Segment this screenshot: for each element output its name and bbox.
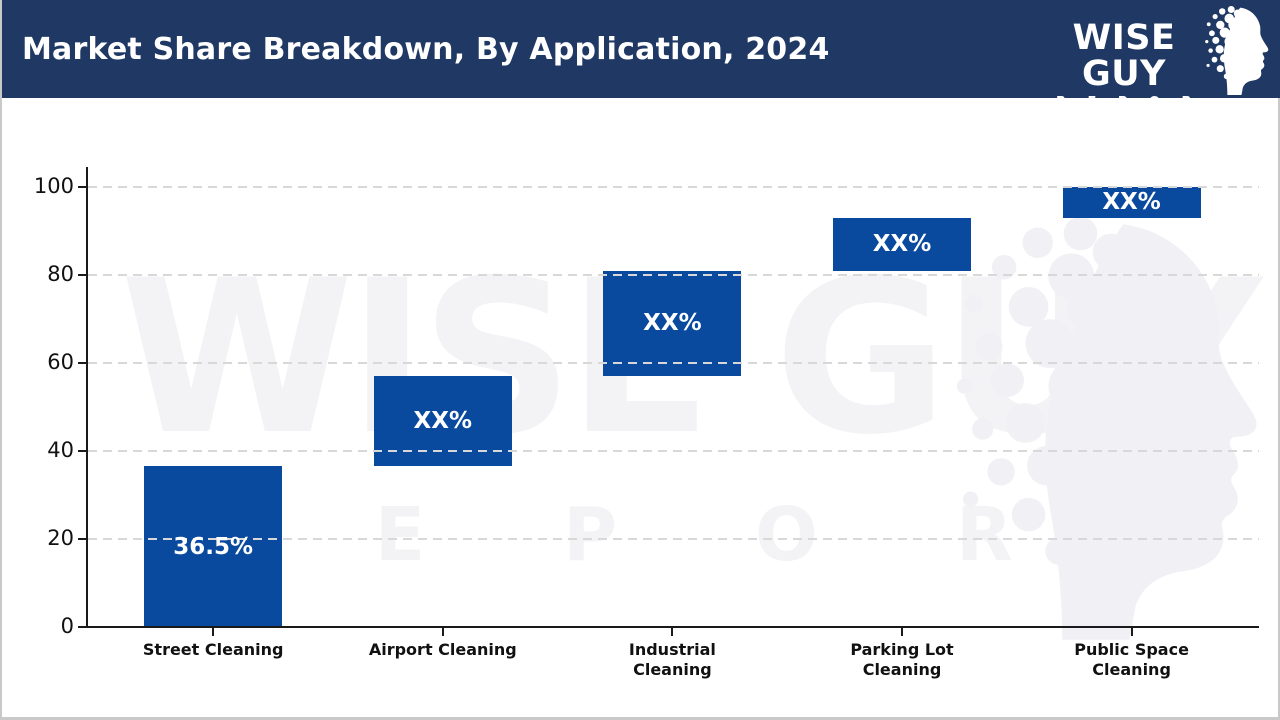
x-category-label: Public Space Cleaning: [1074, 640, 1189, 679]
bar-segment: [833, 217, 971, 271]
x-tick: [212, 628, 215, 636]
y-tick-80: [78, 274, 86, 276]
y-tick-label: 40: [47, 438, 74, 462]
x-tick: [671, 628, 674, 636]
y-tick-label: 20: [47, 526, 74, 550]
y-tick-20: [78, 538, 86, 540]
y-tick-100: [78, 186, 86, 188]
y-tick-label: 0: [60, 614, 74, 638]
y-tick-label: 80: [47, 262, 74, 286]
x-category-label: Parking Lot Cleaning: [850, 640, 954, 679]
bar-value-label: XX%: [872, 231, 932, 258]
gridline-100: [88, 186, 1259, 188]
gridline-40: [88, 450, 1259, 452]
bar-value-label: XX%: [413, 408, 473, 435]
bar-value-label: XX%: [643, 310, 702, 337]
gridline-60: [88, 362, 1259, 364]
header-bar: Market Share Breakdown, By Application, …: [2, 0, 1280, 125]
x-tick: [901, 628, 903, 636]
y-tick-40: [78, 450, 86, 452]
y-tick-label: 100: [33, 174, 74, 198]
x-tick: [441, 628, 444, 636]
bar-segment: [144, 466, 283, 627]
logo-line1: WISE GUY: [1072, 18, 1176, 94]
x-tick: [1130, 628, 1133, 636]
gridline-80: [88, 274, 1259, 276]
bar-segment: [1062, 187, 1201, 218]
x-category-label: Street Cleaning: [142, 640, 284, 659]
y-axis-spine: [86, 167, 88, 628]
bar-value-label: 36.5%: [173, 533, 254, 560]
y-tick-0: [78, 626, 86, 628]
y-tick-60: [78, 362, 86, 364]
logo-wordmark: WISE GUY R E P O R T S: [1034, 20, 1214, 125]
gridline-20: [88, 538, 1259, 540]
x-category-label: Industrial Cleaning: [628, 640, 716, 679]
y-tick-label: 60: [47, 350, 74, 374]
bar-segment: [603, 270, 742, 377]
bar-value-label: XX%: [1102, 189, 1161, 216]
logo-line2: R E P O R T S: [1055, 95, 1201, 125]
logo-head-icon: [1200, 5, 1274, 95]
x-category-label: Airport Cleaning: [368, 640, 517, 659]
x-axis-spine: [86, 626, 1259, 628]
chart-title: Market Share Breakdown, By Application, …: [22, 31, 830, 67]
